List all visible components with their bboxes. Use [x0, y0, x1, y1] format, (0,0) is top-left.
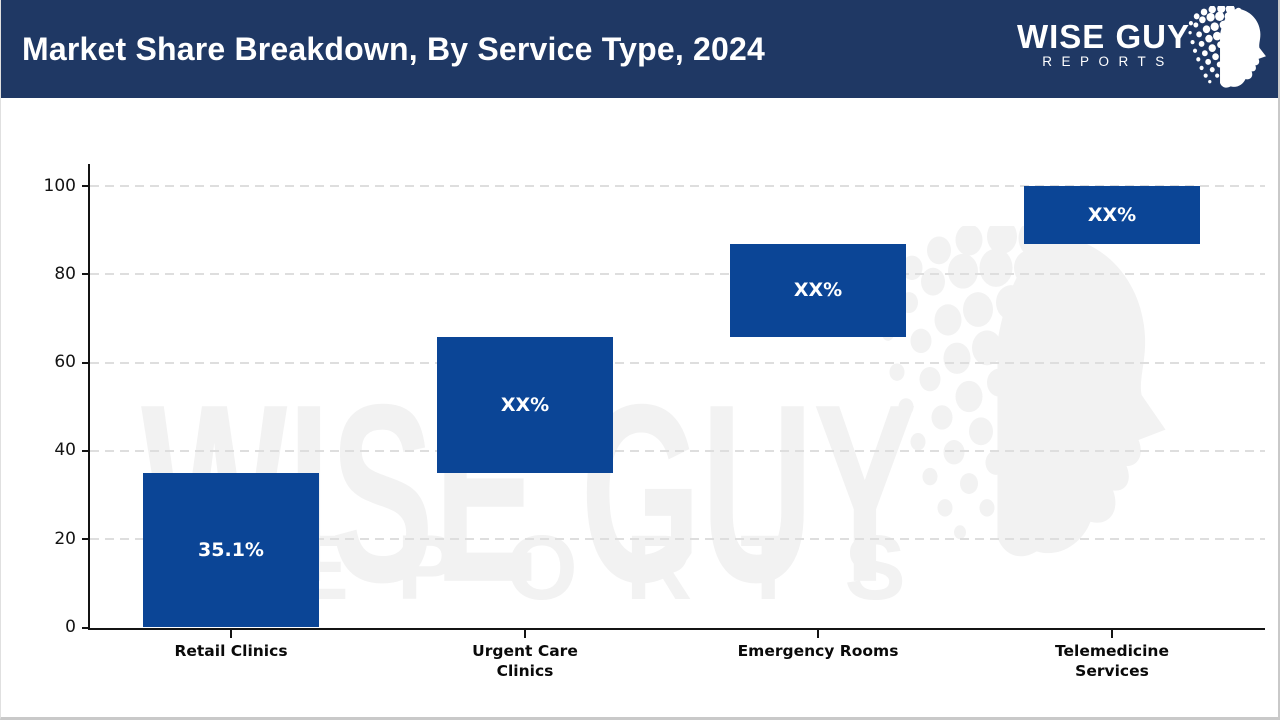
x-axis-tick [524, 630, 526, 638]
header-bar: Market Share Breakdown, By Service Type,… [1, 0, 1278, 98]
gridline [90, 449, 1265, 452]
bar: 35.1% [143, 472, 319, 628]
logo-subtext: REPORTS [1042, 54, 1174, 69]
y-axis-tick [82, 185, 90, 187]
bar: XX% [1024, 186, 1200, 245]
y-axis-tick [82, 626, 90, 629]
bar-value-label: XX% [500, 393, 550, 416]
x-axis-tick [230, 630, 232, 638]
x-category-label: Telemedicine Services [1055, 642, 1169, 680]
wiseguy-head-icon [1188, 6, 1266, 88]
y-tick-label: 80 [54, 263, 76, 284]
y-axis-tick [82, 449, 90, 452]
x-axis [88, 627, 1265, 630]
y-tick-label: 60 [54, 352, 76, 373]
x-axis-tick [1111, 630, 1113, 638]
bar: XX% [437, 336, 613, 473]
x-category-label: Emergency Rooms [737, 642, 899, 660]
chart-title: Market Share Breakdown, By Service Type,… [22, 30, 765, 67]
gridline [90, 273, 1265, 276]
gridline [90, 185, 1265, 187]
gridline [90, 361, 1265, 364]
x-axis-tick [817, 630, 819, 638]
bar-value-label: 35.1% [198, 539, 264, 561]
y-axis-tick [82, 361, 90, 364]
y-tick-label: 40 [54, 440, 76, 461]
wiseguy-logo: WISE GUY REPORTS [1016, 4, 1266, 94]
logo-wordmark: WISE GUY [1016, 18, 1190, 55]
y-tick-label: 20 [54, 528, 76, 549]
y-axis-tick [82, 538, 90, 541]
logo-text: WISE GUY REPORTS [1017, 20, 1190, 70]
gridline [90, 538, 1265, 541]
bar-value-label: XX% [793, 279, 843, 302]
y-tick-label: 100 [43, 175, 76, 196]
x-category-label: Retail Clinics [174, 642, 288, 660]
x-category-label: Urgent Care Clinics [472, 642, 578, 680]
y-axis-tick [82, 273, 90, 276]
y-axis [88, 164, 90, 630]
y-tick-label: 0 [65, 617, 76, 637]
bar: XX% [730, 244, 906, 337]
bar-value-label: XX% [1087, 204, 1137, 227]
